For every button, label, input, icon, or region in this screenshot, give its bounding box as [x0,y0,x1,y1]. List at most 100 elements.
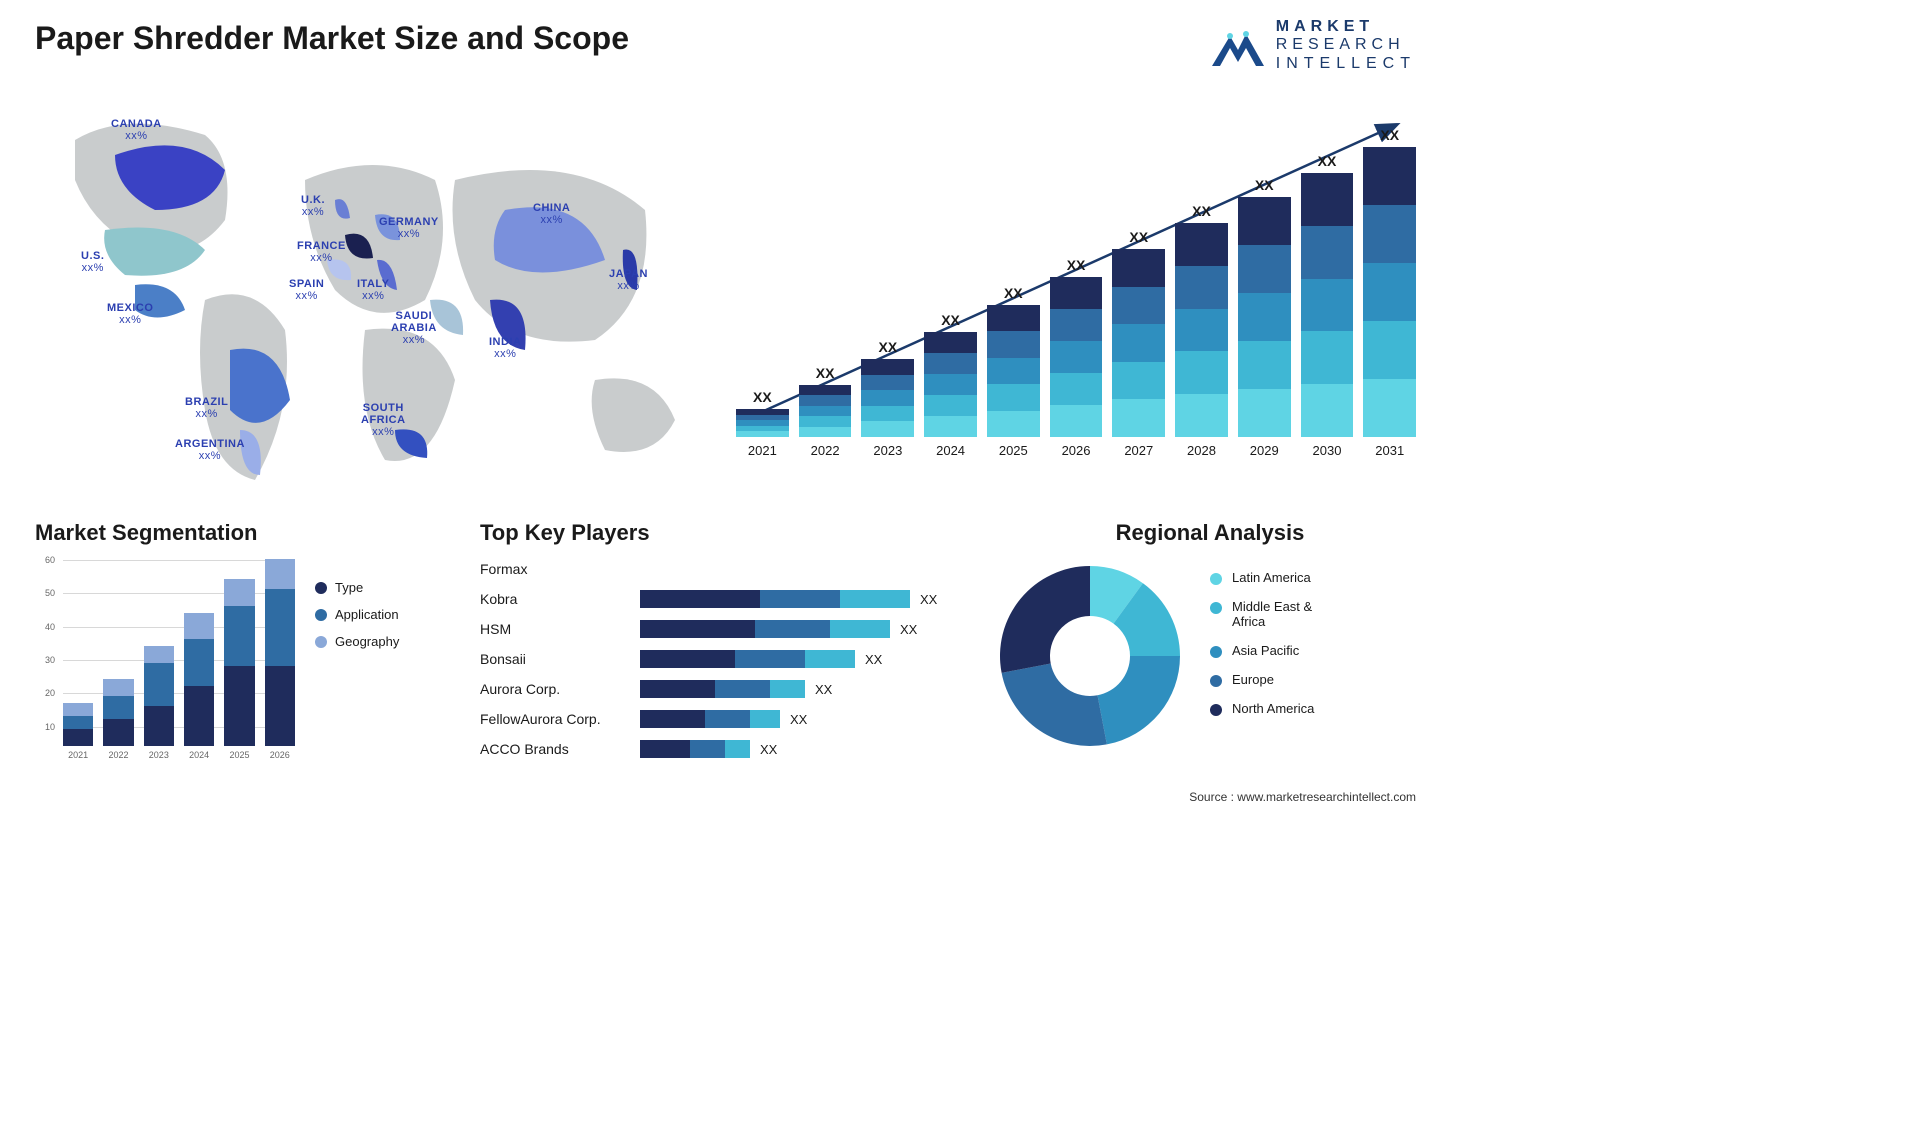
segmentation-bar: 2024 [184,613,214,760]
player-row: Kobra XX [480,588,960,610]
players-section: Top Key Players FormaxKobraXXHSMXXBonsai… [480,520,960,768]
seg-year-label: 2025 [229,750,249,760]
legend-item: Application [315,607,399,622]
brand-logo: MARKET RESEARCH INTELLECT [1208,18,1416,73]
map-label: U.S.xx% [81,250,104,274]
main-bar: XX 2024 [924,312,977,458]
bar-year-label: 2029 [1250,443,1279,458]
player-row: Bonsaii XX [480,648,960,670]
bar-value-label: XX [1129,229,1148,245]
player-value: XX [815,682,832,697]
player-name: Formax [480,561,640,577]
segmentation-bar: 2023 [144,646,174,760]
bar-year-label: 2030 [1313,443,1342,458]
map-label: ITALYxx% [357,278,389,302]
y-tick-label: 30 [45,655,55,665]
bar-year-label: 2031 [1375,443,1404,458]
main-bar: XX 2028 [1175,203,1228,458]
seg-year-label: 2021 [68,750,88,760]
map-label: JAPANxx% [609,268,648,292]
bar-value-label: XX [941,312,960,328]
donut-slice [1000,566,1090,673]
y-tick-label: 40 [45,622,55,632]
segmentation-title: Market Segmentation [35,520,455,546]
donut-slice [1002,663,1107,746]
bar-year-label: 2024 [936,443,965,458]
main-bar: XX2023 [861,339,914,458]
bar-value-label: XX [753,389,772,405]
player-value: XX [865,652,882,667]
player-row: HSMXX [480,618,960,640]
world-map: CANADAxx%U.S.xx%MEXICOxx%BRAZILxx%ARGENT… [35,100,695,500]
player-row: Formax [480,558,960,580]
main-bar: XX 2027 [1112,229,1165,458]
player-row: ACCO BrandsXX [480,738,960,760]
map-label: GERMANYxx% [379,216,439,240]
seg-year-label: 2022 [108,750,128,760]
map-label: MEXICOxx% [107,302,153,326]
player-value: XX [920,592,937,607]
map-label: BRAZILxx% [185,396,228,420]
donut-slice [1097,656,1180,744]
y-tick-label: 60 [45,555,55,565]
bar-value-label: XX [1004,285,1023,301]
legend-item: Latin America [1210,570,1314,585]
map-label: ARGENTINAxx% [175,438,245,462]
bar-year-label: 2027 [1124,443,1153,458]
player-name: FellowAurora Corp. [480,711,640,727]
main-bar: XX 2031 [1363,127,1416,458]
regional-donut [990,556,1190,761]
seg-year-label: 2023 [149,750,169,760]
regional-title: Regional Analysis [990,520,1430,546]
map-label: FRANCExx% [297,240,346,264]
segmentation-section: Market Segmentation 102030405060 2021202… [35,520,455,546]
bar-year-label: 2022 [811,443,840,458]
legend-item: Middle East &Africa [1210,599,1314,629]
bar-value-label: XX [1067,257,1086,273]
main-bar: XX 2022 [799,365,852,458]
segmentation-bar: 2026 [265,559,295,760]
bar-value-label: XX [1192,203,1211,219]
logo-line1: MARKET [1276,18,1416,36]
bar-value-label: XX [816,365,835,381]
main-bar: XX2021 [736,389,789,458]
legend-item: North America [1210,701,1314,716]
main-bar: XX 2025 [987,285,1040,458]
legend-item: Europe [1210,672,1314,687]
main-bar: XX 2030 [1301,153,1354,458]
bar-value-label: XX [1380,127,1399,143]
bar-year-label: 2025 [999,443,1028,458]
players-title: Top Key Players [480,520,960,546]
regional-section: Regional Analysis Latin AmericaMiddle Ea… [990,520,1430,546]
legend-item: Geography [315,634,399,649]
logo-line2: RESEARCH [1276,36,1416,54]
legend-item: Asia Pacific [1210,643,1314,658]
bar-year-label: 2028 [1187,443,1216,458]
player-name: Aurora Corp. [480,681,640,697]
legend-item: Type [315,580,399,595]
player-name: Kobra [480,591,640,607]
main-bar-chart: XX2021XX2022XX2023XX2024XX2025XX2026XX20… [736,110,1416,480]
y-tick-label: 10 [45,722,55,732]
segmentation-bar: 2022 [103,679,133,760]
player-name: Bonsaii [480,651,640,667]
map-label: SPAINxx% [289,278,324,302]
player-value: XX [790,712,807,727]
bar-value-label: XX [1255,177,1274,193]
segmentation-chart: 102030405060 202120222023202420252026 [35,560,295,780]
seg-year-label: 2026 [270,750,290,760]
bar-value-label: XX [1318,153,1337,169]
bar-year-label: 2026 [1062,443,1091,458]
player-row: FellowAurora Corp. XX [480,708,960,730]
player-value: XX [900,622,917,637]
page-title: Paper Shredder Market Size and Scope [35,20,629,57]
segmentation-bar: 2025 [224,579,254,760]
regional-legend: Latin America Middle East &Africa Asia Pac… [1210,570,1314,730]
segmentation-legend: Type Application Geography [315,580,399,661]
y-tick-label: 20 [45,688,55,698]
logo-icon [1208,22,1266,70]
main-bar: XX 2029 [1238,177,1291,458]
map-label: U.K.xx% [301,194,325,218]
map-label: SOUTHAFRICAxx% [361,402,406,438]
segmentation-bar: 2021 [63,703,93,760]
